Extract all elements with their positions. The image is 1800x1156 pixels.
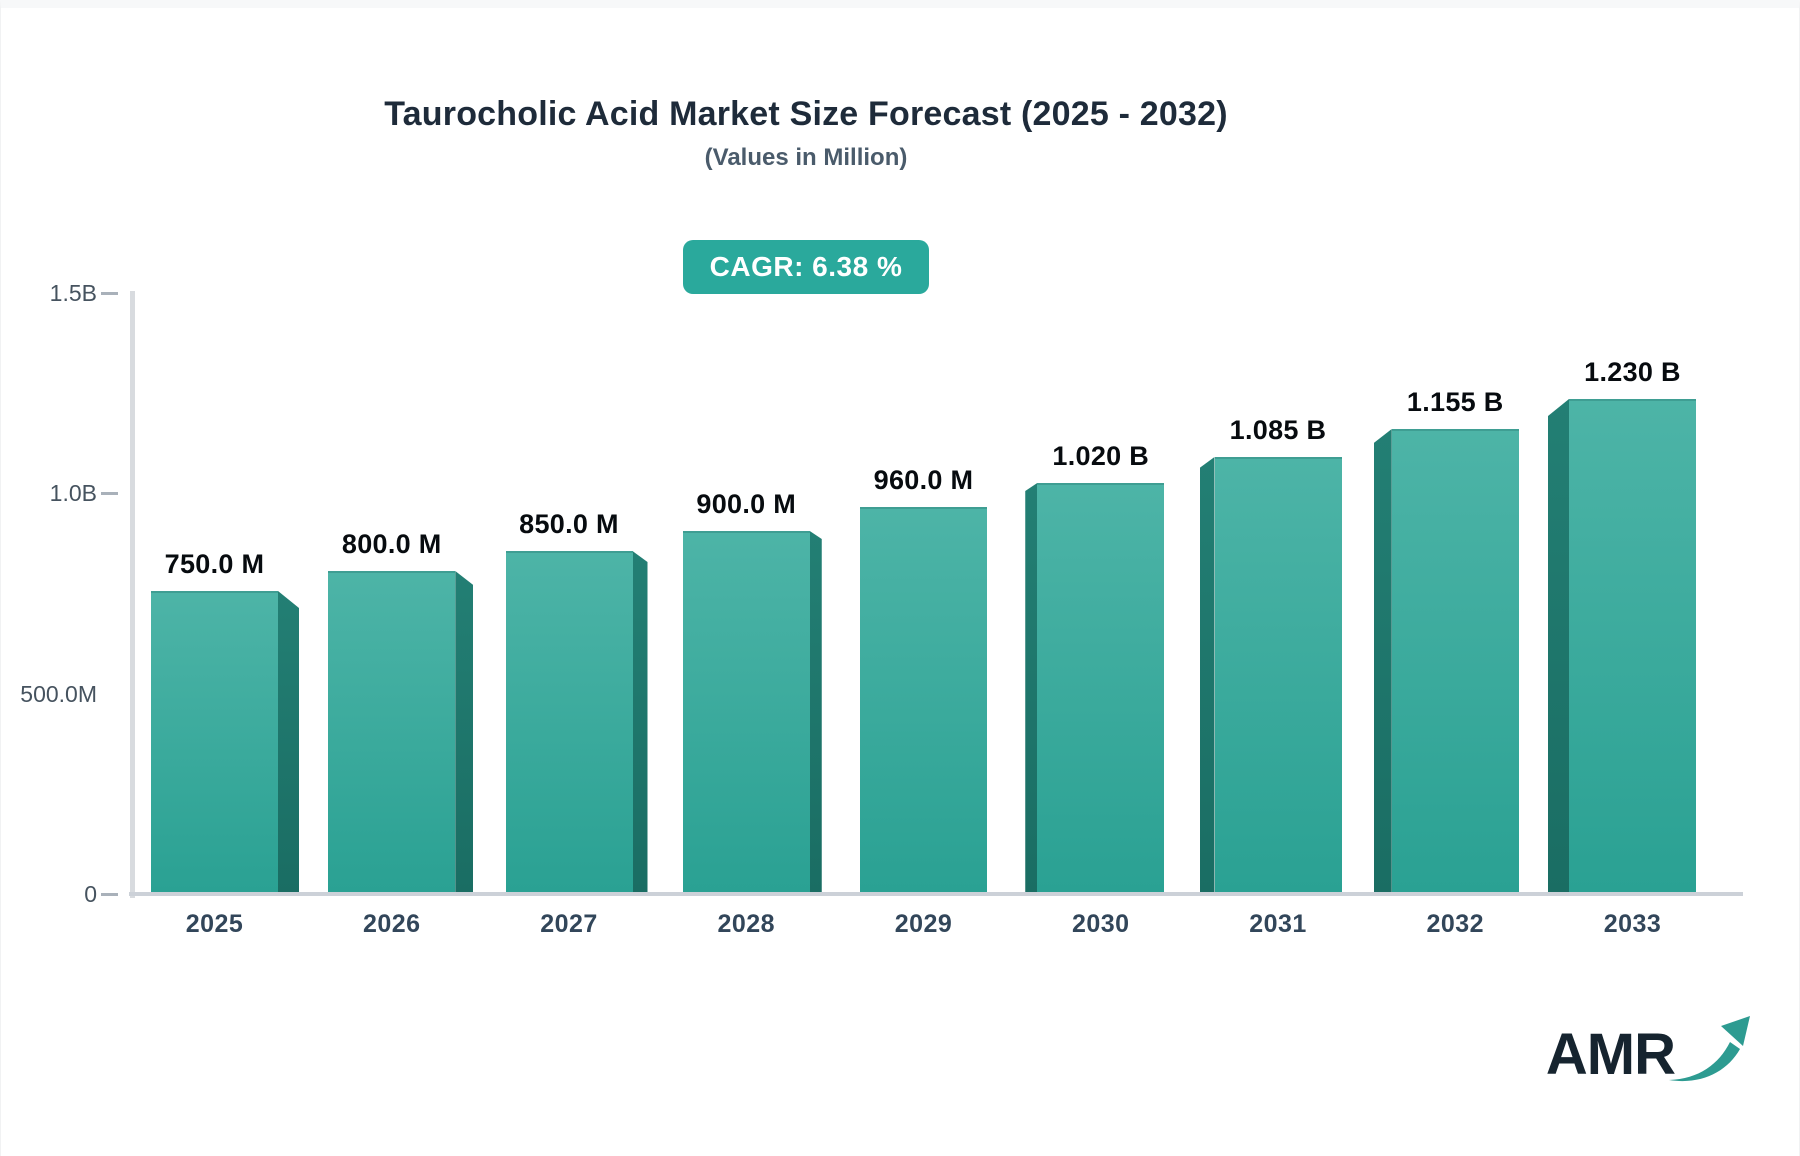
bar-value-label-2031: 1.085 B — [1229, 415, 1327, 445]
bar-2030 — [1037, 483, 1165, 892]
x-tick-label-2025: 2025 — [185, 910, 244, 938]
bar-side-face-2031 — [1199, 457, 1215, 892]
y-tick-label-0: 0 — [84, 881, 97, 907]
bar-value-label-2027: 850.0 M — [519, 509, 619, 539]
y-tick-label-1.5B: 1.5B — [49, 280, 97, 306]
y-tick-label-1.0B: 1.0B — [49, 480, 97, 507]
cagr-badge: CAGR: 6.38 % — [682, 240, 930, 294]
bar-side-face-2028 — [809, 531, 822, 892]
bar-2031 — [1214, 457, 1342, 892]
bar-side-face-2032 — [1373, 429, 1392, 892]
bar-value-label-2029: 960.0 M — [873, 465, 974, 495]
bar-value-label-2030: 1.020 B — [1052, 441, 1150, 471]
x-tick-label-2029: 2029 — [894, 910, 953, 938]
plot-area: 1.5B 1.0B 500.0M 0 750.0 M 2025 800.0 M 2026 850… — [20, 280, 1743, 938]
x-tick-label-2026: 2026 — [362, 910, 421, 938]
bar-value-label-2028: 900.0 M — [696, 489, 797, 519]
x-tick-label-2027: 2027 — [540, 910, 598, 938]
bar-2032 — [1391, 429, 1519, 892]
y-tick-label-500.0M: 500.0M — [20, 680, 97, 707]
bar-value-label-2032: 1.155 B — [1406, 387, 1504, 417]
bar-2028 — [682, 531, 810, 892]
x-tick-label-2030: 2030 — [1071, 910, 1130, 938]
bar-value-label-2033: 1.230 B — [1584, 357, 1681, 387]
x-tick-label-2031: 2031 — [1249, 910, 1307, 938]
y-axis-line — [130, 291, 135, 898]
chart-subtitle: (Values in Million) — [704, 144, 908, 171]
y-tick-dash — [101, 291, 118, 295]
bar-side-face-2033 — [1548, 399, 1569, 892]
x-tick-label-2028: 2028 — [717, 910, 776, 938]
bar-side-face-2025 — [278, 591, 299, 892]
bar-side-face-2027 — [632, 551, 648, 892]
bar-value-label-2025: 750.0 M — [164, 549, 265, 579]
x-tick-label-2033: 2033 — [1603, 910, 1662, 938]
y-tick-dash — [101, 491, 118, 495]
trend-arrow-icon — [1669, 1016, 1750, 1082]
bar-2025 — [151, 591, 278, 892]
chart-header: Taurocholic Acid Market Size Forecast (2… — [1, 92, 1611, 294]
x-axis-line — [129, 892, 1743, 896]
logo-text: AMR — [1545, 1022, 1676, 1087]
bar-2029 — [860, 507, 987, 892]
bar-side-face-2026 — [455, 571, 474, 892]
bar-value-label-2026: 800.0 M — [341, 529, 442, 559]
bar-side-face-2030 — [1025, 483, 1038, 892]
y-tick-dash — [101, 892, 118, 896]
bar-2027 — [505, 551, 633, 892]
bar-2026 — [328, 571, 456, 892]
chart-title: Taurocholic Acid Market Size Forecast (2… — [384, 95, 1228, 133]
amr-logo: AMR — [1545, 1016, 1751, 1090]
bar-2033 — [1569, 399, 1696, 892]
x-tick-label-2032: 2032 — [1426, 910, 1485, 938]
